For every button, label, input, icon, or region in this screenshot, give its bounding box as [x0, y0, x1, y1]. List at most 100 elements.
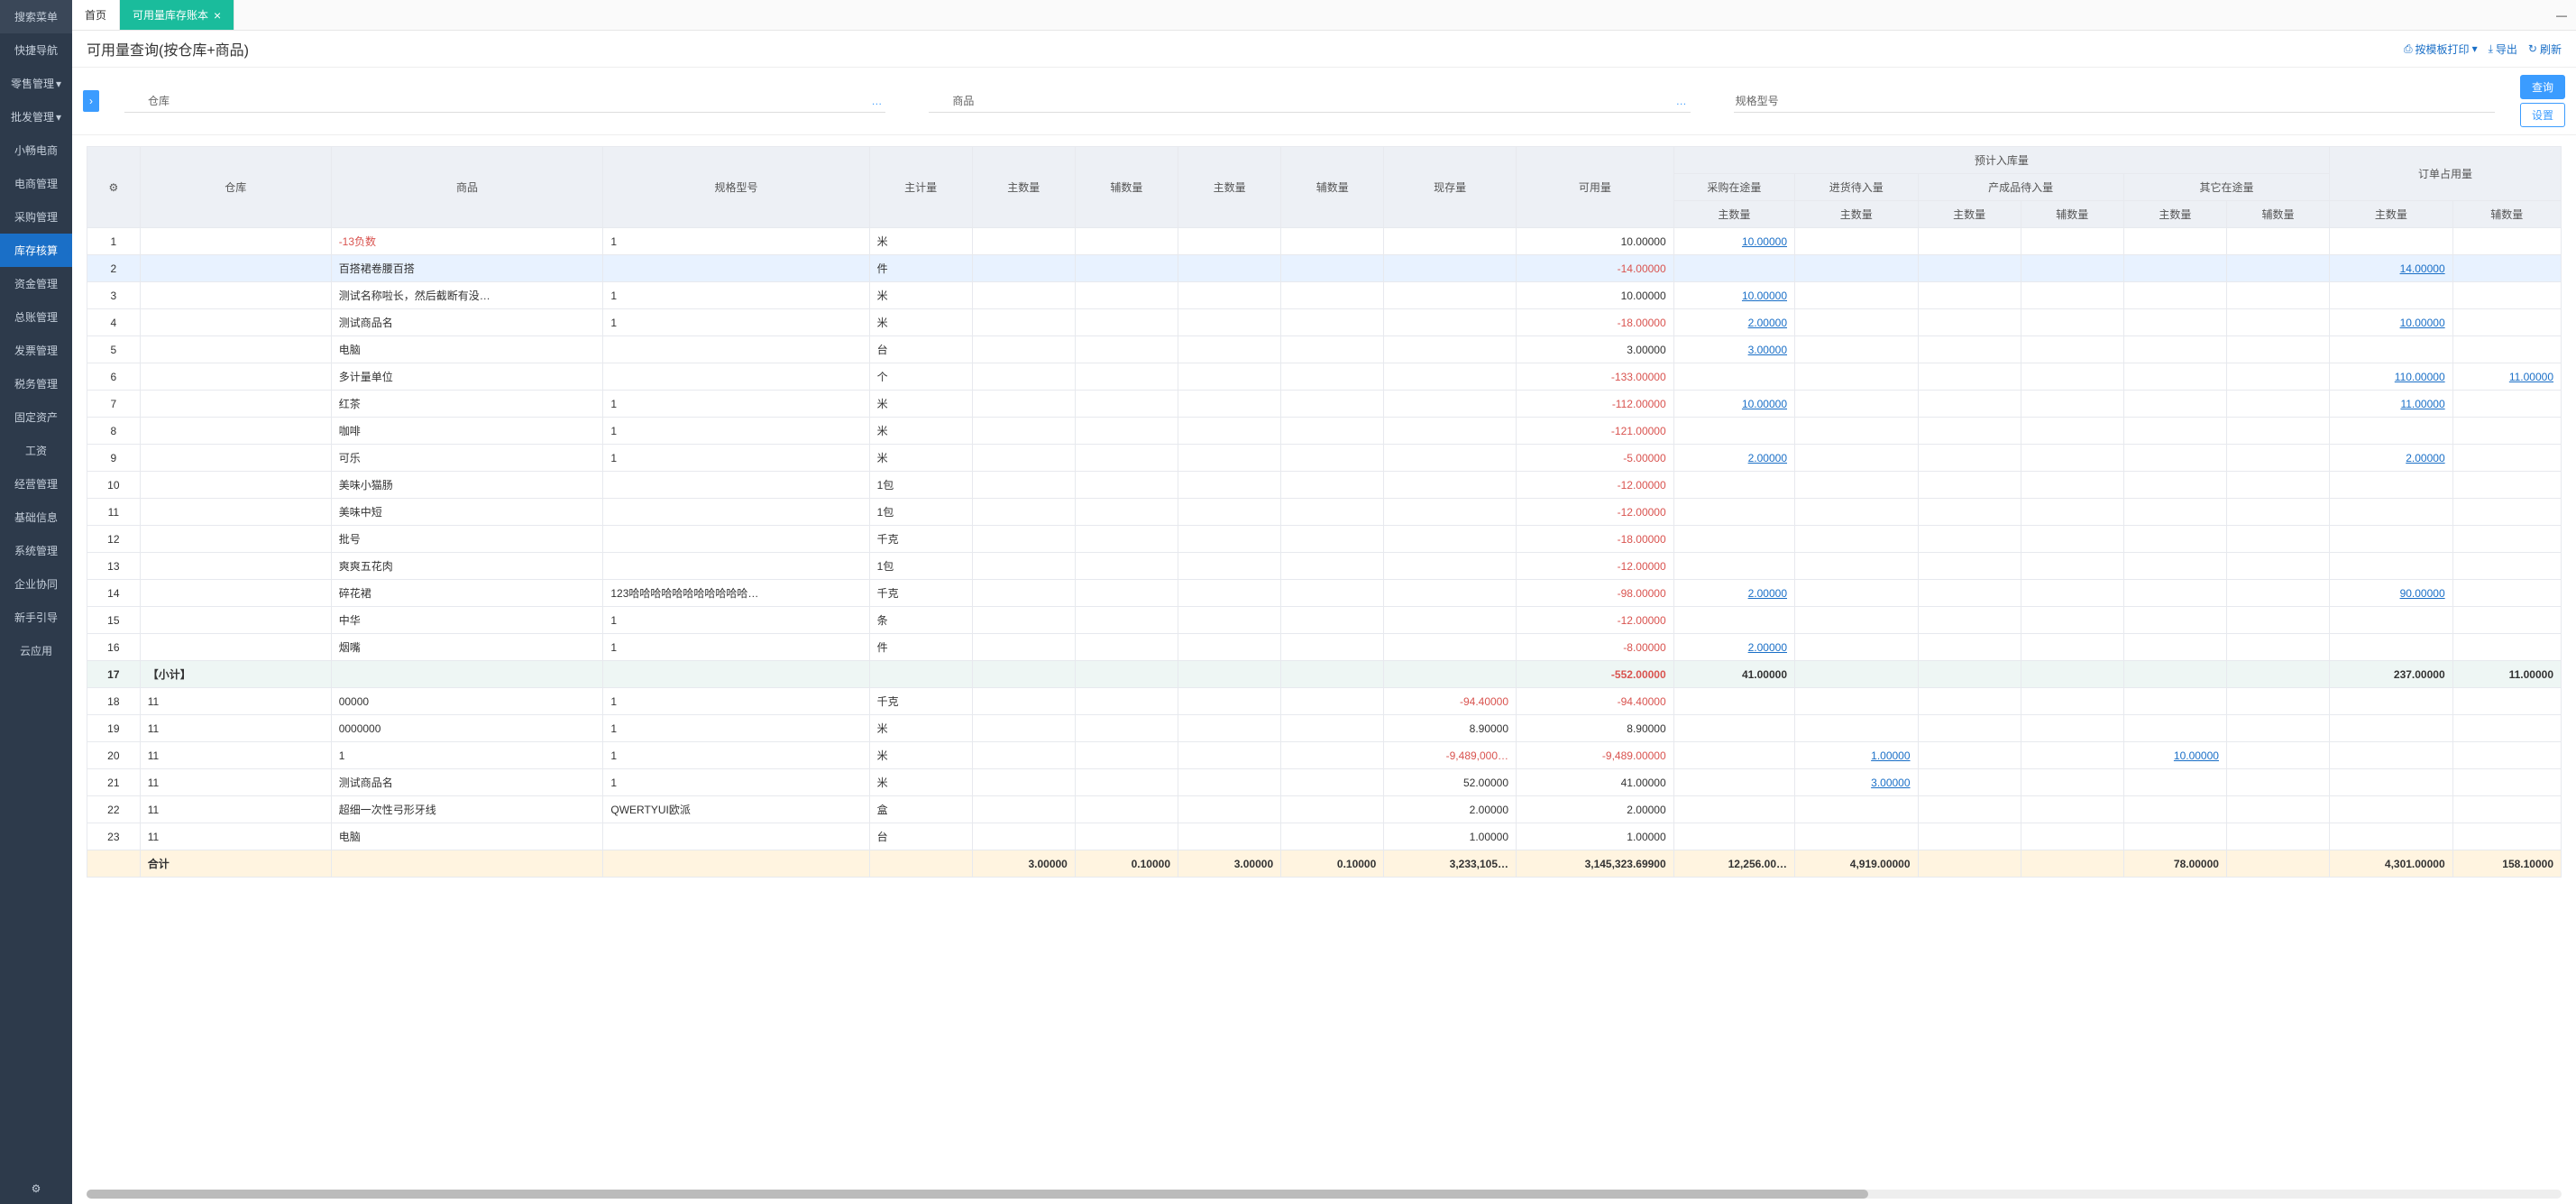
table-row[interactable]: 6多计量单位个-133.00000110.0000011.00000 [87, 363, 2562, 391]
sidebar-settings[interactable]: ⚙ [0, 1173, 72, 1204]
table-row[interactable]: 201111米-9,489,000…-9,489.000001.0000010.… [87, 742, 2562, 769]
filter-collapse[interactable]: › [83, 90, 99, 112]
warehouse-input[interactable] [177, 94, 867, 107]
sidebar-item-tax[interactable]: 税务管理 [0, 367, 72, 400]
page-actions: ⎙ 按模板打印 ▾ ⤓ 导出 ↻ 刷新 [2404, 41, 2562, 57]
sidebar-item-invoice[interactable]: 发票管理 [0, 334, 72, 367]
query-button[interactable]: 查询 [2520, 75, 2565, 99]
th-sub: 主数量 [2123, 201, 2226, 228]
table-row[interactable]: 14碎花裙123哈哈哈哈哈哈哈哈哈哈哈…千克-98.000002.0000090… [87, 580, 2562, 607]
cell-link[interactable]: 2.00000 [1748, 317, 1787, 329]
table-row[interactable]: 5电脑台3.000003.00000 [87, 336, 2562, 363]
table-row[interactable]: 9可乐1米-5.000002.000002.00000 [87, 445, 2562, 472]
tab-label: 可用量库存账本 [133, 7, 208, 23]
refresh-button[interactable]: ↻ 刷新 [2528, 41, 2562, 57]
chevron-down-icon: ▾ [56, 111, 61, 124]
tab-active[interactable]: 可用量库存账本 × [120, 0, 234, 30]
table-row[interactable]: 1811000001千克-94.40000-94.40000 [87, 688, 2562, 715]
sidebar-item-quicknav[interactable]: 快捷导航 [0, 33, 72, 67]
th-product[interactable]: 商品 [331, 147, 603, 228]
gear-icon[interactable]: ⚙ [108, 181, 118, 194]
cell-link[interactable]: 10.00000 [1742, 398, 1787, 410]
sidebar-item-purchase[interactable]: 采购管理 [0, 200, 72, 234]
sidebar-item-system[interactable]: 系统管理 [0, 534, 72, 567]
th-stock[interactable]: 现存量 [1384, 147, 1517, 228]
th-warehouse[interactable]: 仓库 [140, 147, 331, 228]
cell-link[interactable]: 1.00000 [1871, 749, 1910, 762]
more-icon[interactable]: … [867, 95, 885, 107]
cell-link[interactable]: 2.00000 [1748, 641, 1787, 654]
table-row[interactable]: 12批号千克-18.00000 [87, 526, 2562, 553]
cell-link[interactable]: 2.00000 [2406, 452, 2444, 464]
sidebar-item-funds[interactable]: 资金管理 [0, 267, 72, 300]
table-row[interactable]: 191100000001米8.900008.90000 [87, 715, 2562, 742]
cell-link[interactable]: 10.00000 [1742, 290, 1787, 302]
th-mainqty[interactable]: 主数量 [972, 147, 1075, 228]
product-input[interactable] [981, 94, 1672, 107]
settings-button[interactable]: 设置 [2520, 103, 2565, 127]
horizontal-scrollbar[interactable] [87, 1190, 2562, 1199]
table-row[interactable]: 4测试商品名1米-18.000002.0000010.00000 [87, 309, 2562, 336]
cell-link[interactable]: 11.00000 [2400, 398, 2444, 410]
sidebar-item-collab[interactable]: 企业协同 [0, 567, 72, 601]
table-row[interactable]: 3测试名称啦长，然后截断有没…1米10.0000010.00000 [87, 282, 2562, 309]
cell-link[interactable]: 110.00000 [2395, 371, 2445, 383]
th-mainqty2[interactable]: 主数量 [1178, 147, 1281, 228]
sidebar-item-cloud[interactable]: 云应用 [0, 634, 72, 667]
sidebar-item-gl[interactable]: 总账管理 [0, 300, 72, 334]
th-unit[interactable]: 主计量 [869, 147, 972, 228]
cell-link[interactable]: 90.00000 [2400, 587, 2445, 600]
sidebar-item-ecom1[interactable]: 小畅电商 [0, 133, 72, 167]
table-row[interactable]: 8咖啡1米-121.00000 [87, 418, 2562, 445]
table-row[interactable]: 2311电脑台1.000001.00000 [87, 823, 2562, 850]
cell-link[interactable]: 14.00000 [2400, 262, 2445, 275]
tab-home[interactable]: 首页 [72, 0, 120, 30]
minimize-button[interactable]: — [2547, 9, 2576, 22]
more-icon[interactable]: … [1673, 95, 1691, 107]
table-row[interactable]: 2百搭裙卷腰百搭件-14.0000014.00000 [87, 255, 2562, 282]
table-row[interactable]: 11美味中短1包-12.00000 [87, 499, 2562, 526]
page-title: 可用量查询(按仓库+商品) [87, 38, 249, 60]
th-auxqty2[interactable]: 辅数量 [1281, 147, 1384, 228]
table-row[interactable]: 2111测试商品名1米52.0000041.000003.00000 [87, 769, 2562, 796]
cell-link[interactable]: 3.00000 [1748, 344, 1787, 356]
sidebar-item-fixedasset[interactable]: 固定资产 [0, 400, 72, 434]
cell-link[interactable]: 2.00000 [1748, 452, 1787, 464]
spec-input[interactable] [1786, 94, 2495, 107]
tab-label: 首页 [85, 7, 106, 23]
table-row[interactable]: 15中华1条-12.00000 [87, 607, 2562, 634]
table-row[interactable]: 13爽爽五花肉1包-12.00000 [87, 553, 2562, 580]
sidebar-item-retail[interactable]: 零售管理▾ [0, 67, 72, 100]
sidebar-item-guide[interactable]: 新手引导 [0, 601, 72, 634]
table-footer: 合计 3.00000 0.10000 3.00000 0.10000 3,233… [87, 850, 2562, 878]
table-row[interactable]: 10美味小猫肠1包-12.00000 [87, 472, 2562, 499]
cell-link[interactable]: 10.00000 [2400, 317, 2445, 329]
th-available[interactable]: 可用量 [1517, 147, 1674, 228]
th-finished-pending: 产成品待入量 [1918, 174, 2123, 201]
cell-link[interactable]: 10.00000 [2174, 749, 2219, 762]
cell-link[interactable]: 3.00000 [1871, 777, 1910, 789]
table-row[interactable]: 7红茶1米-112.0000010.0000011.00000 [87, 391, 2562, 418]
th-spec[interactable]: 规格型号 [603, 147, 869, 228]
sidebar-item-inventory[interactable]: 库存核算 [0, 234, 72, 267]
sidebar-item-ecom2[interactable]: 电商管理 [0, 167, 72, 200]
inventory-table: ⚙ 仓库 商品 规格型号 主计量 主数量 辅数量 主数量 辅数量 现存量 可用量… [87, 146, 2562, 878]
print-button[interactable]: ⎙ 按模板打印 ▾ [2404, 41, 2478, 57]
print-icon: ⎙ [2404, 42, 2413, 56]
sidebar-item-ops[interactable]: 经营管理 [0, 467, 72, 501]
th-auxqty[interactable]: 辅数量 [1075, 147, 1178, 228]
table-row[interactable]: 16烟嘴1件-8.000002.00000 [87, 634, 2562, 661]
export-button[interactable]: ⤓ 导出 [2489, 41, 2517, 57]
sidebar-item-wholesale[interactable]: 批发管理▾ [0, 100, 72, 133]
table-row[interactable]: 1-13负数1米10.0000010.00000 [87, 228, 2562, 255]
cell-link[interactable]: 10.00000 [1742, 235, 1787, 248]
close-icon[interactable]: × [214, 8, 221, 23]
table-row[interactable]: 17【小计】-552.0000041.00000237.0000011.0000… [87, 661, 2562, 688]
sidebar-item-salary[interactable]: 工资 [0, 434, 72, 467]
cell-link[interactable]: 11.00000 [2509, 371, 2553, 383]
sidebar-item-search[interactable]: 搜索菜单 [0, 0, 72, 33]
table-row[interactable]: 2211超细一次性弓形牙线QWERTYUI欧派盒2.000002.00000 [87, 796, 2562, 823]
cell-link[interactable]: 2.00000 [1748, 587, 1787, 600]
sidebar-item-basics[interactable]: 基础信息 [0, 501, 72, 534]
scrollbar-thumb[interactable] [87, 1190, 1868, 1199]
